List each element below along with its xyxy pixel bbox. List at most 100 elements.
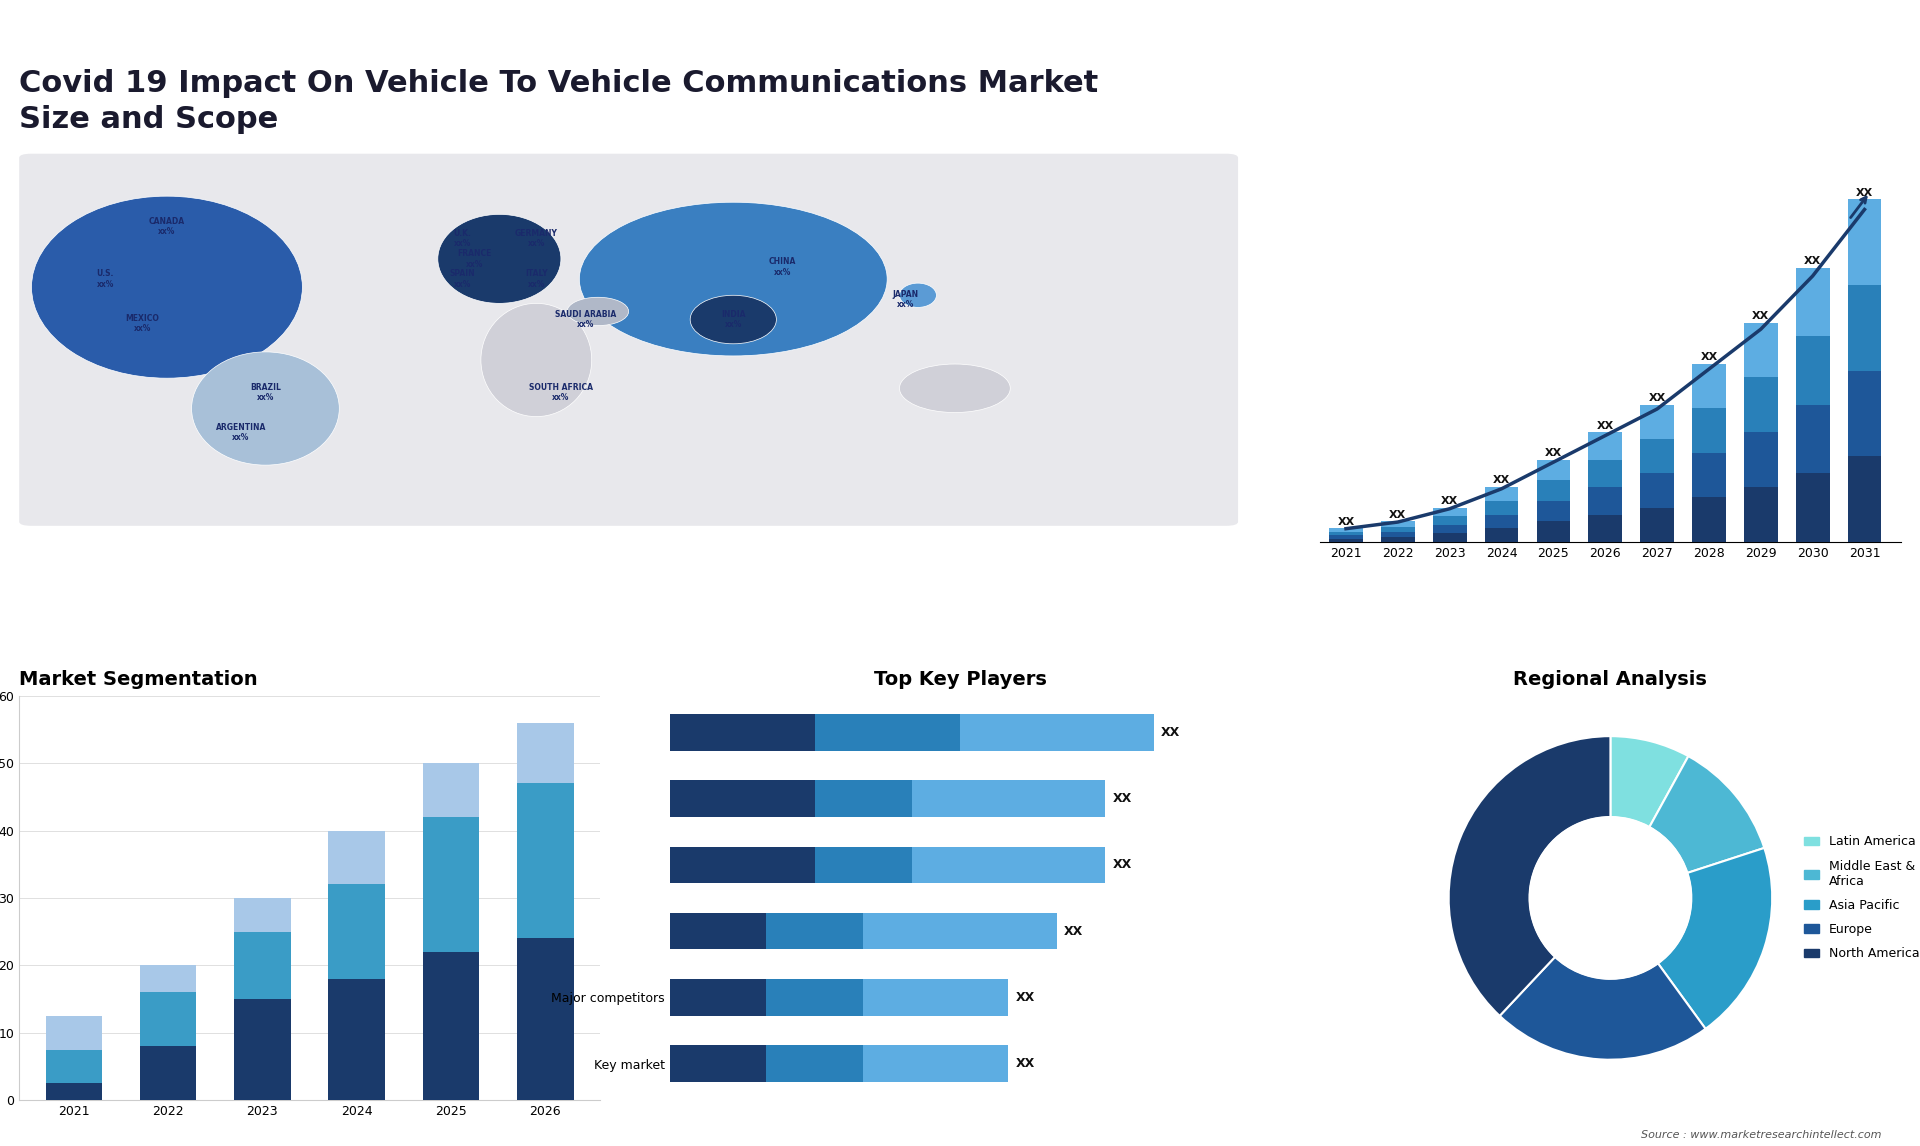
Bar — [1484, 515, 1519, 528]
Text: ITALY
xx%: ITALY xx% — [524, 269, 547, 289]
Bar — [912, 847, 1106, 884]
Ellipse shape — [31, 196, 301, 378]
Text: XX: XX — [1442, 496, 1459, 507]
Wedge shape — [1659, 848, 1772, 1029]
Bar — [1640, 473, 1674, 508]
Text: CANADA
xx%: CANADA xx% — [150, 217, 184, 236]
Text: MEXICO
xx%: MEXICO xx% — [125, 314, 159, 333]
Bar — [1692, 453, 1726, 497]
Bar — [46, 1015, 102, 1050]
Text: GERMANY
xx%: GERMANY xx% — [515, 229, 557, 249]
Text: XX: XX — [1064, 925, 1083, 937]
Bar — [766, 913, 864, 949]
Text: FRANCE
xx%: FRANCE xx% — [457, 249, 492, 268]
Ellipse shape — [566, 297, 628, 325]
Bar — [1640, 439, 1674, 473]
Bar — [1432, 533, 1467, 542]
Bar — [140, 965, 196, 992]
Bar — [1380, 536, 1415, 542]
Text: JAPAN
xx%: JAPAN xx% — [893, 290, 918, 309]
Bar — [1795, 268, 1830, 336]
Bar — [234, 999, 290, 1100]
Bar — [1536, 460, 1571, 480]
Text: XX: XX — [1016, 991, 1035, 1004]
Bar — [1329, 535, 1363, 539]
Bar — [1847, 370, 1882, 456]
Bar — [328, 831, 386, 885]
Bar — [1484, 528, 1519, 542]
Text: MARKET
RESEARCH
INTELLECT: MARKET RESEARCH INTELLECT — [1711, 45, 1784, 92]
Title: Top Key Players: Top Key Players — [874, 669, 1046, 689]
Text: XX: XX — [1338, 517, 1356, 526]
Text: XX: XX — [1546, 448, 1563, 458]
Title: Regional Analysis: Regional Analysis — [1513, 669, 1707, 689]
Bar — [1329, 528, 1363, 532]
Text: SOUTH AFRICA
xx%: SOUTH AFRICA xx% — [528, 383, 593, 402]
Bar — [46, 1083, 102, 1100]
Text: XX: XX — [1649, 393, 1667, 403]
Text: XX: XX — [1390, 510, 1407, 519]
Bar — [1536, 480, 1571, 501]
Bar — [814, 714, 960, 751]
Bar — [1692, 408, 1726, 453]
Bar — [234, 898, 290, 932]
Bar — [422, 763, 480, 817]
Bar — [1588, 460, 1622, 487]
Bar — [516, 939, 574, 1100]
Wedge shape — [1500, 957, 1705, 1060]
Legend: Application, Product, Geography: Application, Product, Geography — [799, 896, 912, 972]
Wedge shape — [1649, 756, 1764, 873]
Ellipse shape — [480, 304, 591, 417]
Circle shape — [1530, 817, 1692, 979]
Bar — [1795, 405, 1830, 473]
Bar — [670, 714, 814, 751]
Bar — [670, 847, 814, 884]
Bar — [1484, 501, 1519, 515]
Legend: Latin America, Middle East &
Africa, Asia Pacific, Europe, North America: Latin America, Middle East & Africa, Asi… — [1799, 831, 1920, 965]
Bar — [1536, 501, 1571, 521]
Text: XX: XX — [1753, 311, 1770, 321]
Bar — [516, 784, 574, 939]
Bar — [1432, 508, 1467, 517]
Bar — [1329, 539, 1363, 542]
Bar — [516, 723, 574, 784]
Bar — [1743, 323, 1778, 377]
Bar — [1380, 521, 1415, 526]
Bar — [670, 1045, 766, 1082]
Text: XX: XX — [1597, 421, 1615, 431]
Bar — [1795, 473, 1830, 542]
Bar — [1640, 508, 1674, 542]
Bar — [140, 1046, 196, 1100]
Bar — [1536, 521, 1571, 542]
Bar — [864, 913, 1056, 949]
Bar — [814, 780, 912, 817]
Wedge shape — [1611, 736, 1688, 827]
Text: INDIA
xx%: INDIA xx% — [722, 309, 745, 329]
Bar — [1380, 526, 1415, 532]
Text: XX: XX — [1857, 188, 1874, 197]
Bar — [1588, 432, 1622, 460]
Bar — [670, 780, 814, 817]
Bar — [1432, 517, 1467, 525]
Bar — [1692, 497, 1726, 542]
Bar — [422, 817, 480, 952]
Bar — [1743, 377, 1778, 432]
Ellipse shape — [899, 364, 1010, 413]
Bar — [1847, 456, 1882, 542]
Text: XX: XX — [1805, 256, 1822, 266]
Text: XX: XX — [1162, 725, 1181, 739]
Bar — [814, 847, 912, 884]
Bar — [960, 714, 1154, 751]
Bar — [46, 1050, 102, 1083]
Bar — [328, 885, 386, 979]
Text: XX: XX — [1701, 352, 1718, 362]
Text: Market Segmentation: Market Segmentation — [19, 669, 257, 689]
Bar — [1640, 405, 1674, 439]
Polygon shape — [1630, 22, 1711, 42]
Text: BRAZIL
xx%: BRAZIL xx% — [250, 383, 280, 402]
Text: CHINA
xx%: CHINA xx% — [768, 257, 797, 276]
Bar — [1484, 487, 1519, 501]
Ellipse shape — [899, 283, 937, 307]
Bar — [1795, 336, 1830, 405]
Bar — [864, 979, 1008, 1015]
